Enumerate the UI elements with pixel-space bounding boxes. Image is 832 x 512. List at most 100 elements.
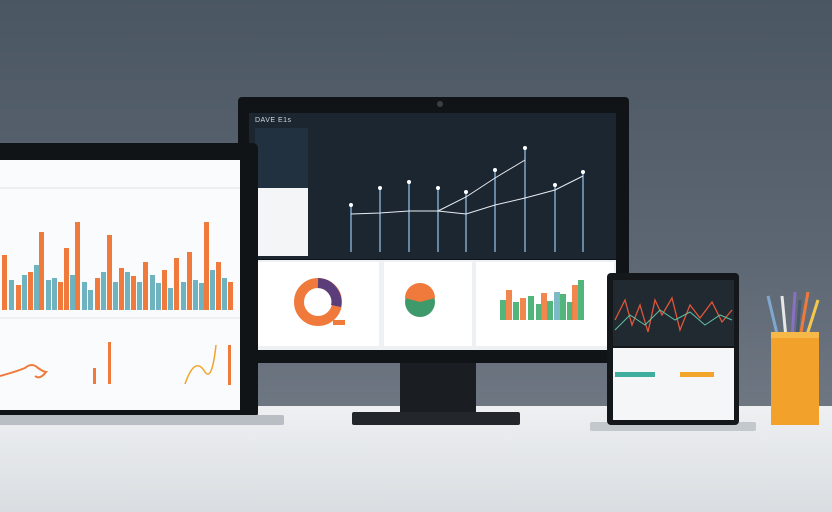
bar — [572, 285, 578, 320]
laptop-base — [0, 415, 284, 425]
donut-card — [257, 262, 379, 346]
stem-point — [493, 168, 497, 172]
bar — [199, 283, 204, 310]
bar — [58, 282, 63, 310]
tablet — [590, 273, 756, 431]
bar — [39, 232, 44, 310]
tablet-progress-bar — [680, 372, 714, 377]
bar — [560, 294, 566, 320]
donut-segment — [317, 278, 342, 308]
bar — [222, 278, 227, 310]
bar — [520, 298, 526, 320]
laptop-line-chart — [0, 364, 48, 379]
bar — [187, 252, 192, 310]
monitor-stand-neck — [400, 360, 476, 416]
bar — [95, 278, 100, 310]
bar — [547, 301, 553, 320]
stem-point — [464, 190, 468, 194]
monitor-side-list — [255, 188, 308, 256]
stem-point — [349, 203, 353, 207]
bar — [2, 255, 7, 310]
laptop-bar-chart — [2, 222, 233, 310]
monitor — [238, 97, 629, 425]
donut-legend-tag — [333, 320, 345, 325]
bar — [204, 222, 209, 310]
bar — [34, 265, 39, 310]
tablet-dark-panel — [613, 280, 734, 346]
pencil — [795, 299, 802, 339]
bar — [64, 248, 69, 310]
bar — [16, 285, 21, 310]
tablet-progress-bar — [615, 372, 655, 377]
monitor-bar-chart — [500, 280, 584, 320]
tablet-line-chart — [614, 296, 733, 333]
bar — [578, 280, 584, 320]
bar — [113, 282, 118, 310]
tablet-line-chart-2 — [614, 309, 733, 331]
stem-point — [378, 186, 382, 190]
laptop — [0, 143, 284, 425]
bar — [22, 275, 27, 310]
bar — [174, 258, 179, 310]
cup-rim — [771, 332, 819, 338]
bar — [506, 290, 512, 320]
laptop-mini-bar — [93, 368, 96, 384]
stem-point — [436, 186, 440, 190]
bar — [181, 282, 186, 310]
bar — [9, 280, 14, 310]
bar — [162, 270, 167, 310]
stem-point — [523, 146, 527, 150]
bar — [137, 282, 142, 310]
tablet-white-panel — [613, 348, 734, 420]
bar — [150, 275, 155, 310]
bar — [82, 282, 87, 310]
monitor-stand-base — [352, 412, 520, 425]
bar — [107, 235, 112, 310]
laptop-line-chart-2 — [184, 344, 217, 385]
stem-point — [407, 180, 411, 184]
bar — [210, 270, 215, 310]
bar — [52, 278, 57, 310]
pencil — [798, 291, 810, 339]
bar — [536, 304, 542, 320]
bar — [541, 293, 547, 320]
bar — [125, 272, 130, 310]
bar — [46, 280, 51, 310]
monitor-sidebar — [255, 128, 308, 188]
bar — [216, 262, 221, 310]
bar — [101, 272, 106, 310]
bar — [168, 288, 173, 310]
pencil — [790, 291, 797, 339]
bar — [28, 272, 33, 310]
monitor-title: DAVE E1s — [255, 117, 292, 124]
bar — [500, 300, 506, 320]
bar — [143, 262, 148, 310]
laptop-mini-bar — [108, 342, 111, 384]
bar — [156, 283, 161, 310]
monitor-line-chart — [349, 146, 585, 252]
trend-line-2 — [437, 159, 526, 212]
cup-body — [771, 332, 819, 425]
bar — [567, 302, 573, 320]
laptop-mini-bar — [228, 345, 231, 385]
bar — [75, 222, 80, 310]
stem-point — [553, 183, 557, 187]
bar — [513, 302, 519, 320]
pencil — [804, 299, 820, 339]
bar — [193, 280, 198, 310]
bar — [119, 268, 124, 310]
bar — [528, 296, 534, 320]
pencil-cup — [766, 291, 820, 425]
webcam-icon — [437, 101, 443, 107]
pencil — [780, 295, 788, 339]
trend-line — [350, 175, 584, 215]
bar — [131, 276, 136, 310]
pencil — [766, 295, 780, 339]
stem-point — [581, 170, 585, 174]
bar — [228, 282, 233, 310]
bar — [88, 290, 93, 310]
bar — [70, 275, 75, 310]
bar — [554, 292, 560, 320]
pie-slice — [405, 283, 435, 302]
